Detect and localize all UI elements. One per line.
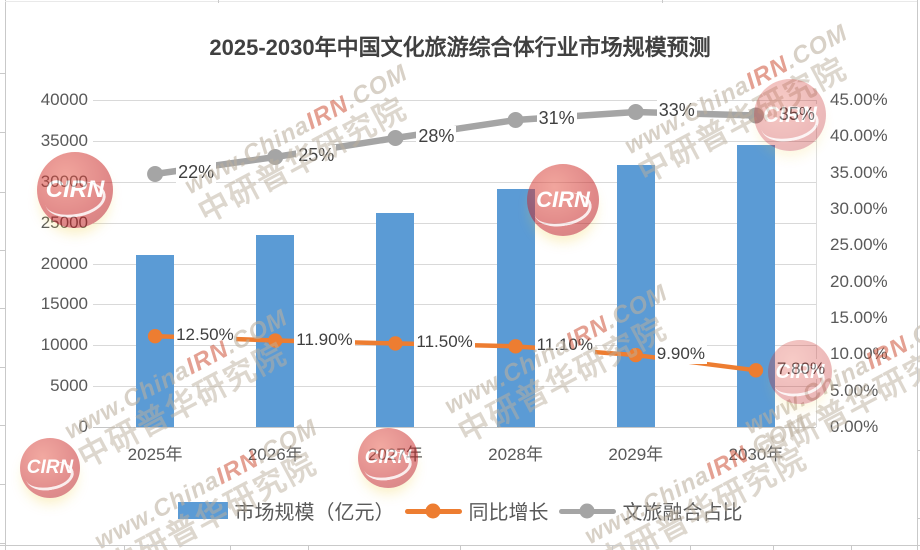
- data-label-integration-ratio: 22%: [176, 162, 217, 183]
- sheet-tick: [773, 545, 774, 550]
- sheet-border-top: [5, 1, 917, 2]
- legend-item-integration-ratio: 文旅融合占比: [558, 496, 743, 525]
- legend-dot-icon: [425, 503, 441, 518]
- sheet-tick: [460, 545, 461, 550]
- gridline: [93, 304, 816, 306]
- y-axis-tick-right: 5.00%: [830, 380, 879, 400]
- bar-2030年: [736, 144, 775, 427]
- sheet-tick: [0, 425, 5, 426]
- sheet-tick: [851, 545, 852, 550]
- data-label-integration-ratio: 28%: [416, 126, 457, 147]
- y-axis-tick-left: 35000: [40, 130, 88, 150]
- data-label-integration-ratio: 25%: [296, 145, 337, 166]
- y-axis-tick-right: 25.00%: [830, 235, 888, 255]
- sheet-tick: [0, 250, 5, 251]
- sheet-border-right: [917, 0, 918, 550]
- data-point: [267, 149, 284, 165]
- data-label-yoy-growth: 7.80%: [774, 359, 828, 380]
- sheet-tick: [0, 543, 5, 544]
- y-axis-tick-right: 10.00%: [830, 344, 888, 364]
- sheet-tick: [124, 545, 125, 550]
- sheet-tick: [612, 545, 613, 550]
- data-point: [747, 107, 764, 124]
- y-axis-tick-left: 40000: [40, 90, 88, 109]
- legend-label-market-size: 市场规模（亿元）: [234, 502, 395, 524]
- x-axis-tick: 2028年: [488, 445, 543, 464]
- data-label-integration-ratio: 35%: [776, 103, 817, 125]
- data-point: [628, 347, 643, 363]
- legend: 市场规模（亿元） 同比增长 文旅融合占比: [0, 496, 920, 525]
- sheet-tick: [917, 518, 920, 519]
- data-point: [387, 130, 404, 146]
- x-axis-tick: 2029年: [608, 445, 664, 464]
- y-axis-tick-left: 20000: [40, 253, 88, 273]
- y-axis-tick-right: 40.00%: [830, 126, 888, 146]
- y-axis-tick-right: 30.00%: [830, 199, 888, 218]
- data-label-integration-ratio: 31%: [536, 108, 577, 129]
- sheet-tick: [308, 545, 309, 550]
- legend-marker-integration-ratio: [558, 503, 616, 519]
- sheet-tick: [662, 0, 663, 3]
- y-axis-tick-right: 35.00%: [830, 162, 888, 182]
- sheet-tick: [0, 132, 5, 133]
- secondary-axis-line: [816, 100, 817, 427]
- legend-marker-yoy-growth: [404, 503, 462, 519]
- x-axis-tick: 2026年: [247, 445, 303, 464]
- data-point: [147, 166, 164, 182]
- data-label-yoy-growth: 12.50%: [174, 325, 236, 346]
- y-axis-tick-right: 20.00%: [830, 271, 888, 291]
- sheet-tick: [690, 545, 691, 550]
- legend-swatch-bar: [177, 502, 228, 519]
- data-label-yoy-growth: 11.50%: [414, 332, 475, 353]
- sheet-tick: [230, 545, 231, 550]
- data-label-integration-ratio: 33%: [656, 100, 697, 121]
- gridline: [93, 427, 816, 428]
- data-point: [748, 363, 764, 378]
- data-point: [508, 339, 523, 354]
- bar-2026年: [256, 234, 295, 427]
- y-axis-tick-right: 0.00%: [830, 417, 879, 436]
- gridline: [93, 181, 816, 183]
- sheet-tick: [218, 0, 219, 3]
- gridline: [93, 222, 816, 224]
- data-label-yoy-growth: 11.10%: [534, 335, 595, 356]
- legend-item-market-size: 市场规模（亿元）: [177, 496, 395, 525]
- data-label-yoy-growth: 9.90%: [654, 344, 707, 365]
- bar-2027年: [376, 212, 415, 427]
- legend-dot-icon: [579, 503, 595, 518]
- data-point: [627, 104, 644, 120]
- sheet-tick: [0, 367, 5, 368]
- sheet-tick: [0, 192, 5, 193]
- sheet-tick: [917, 450, 920, 451]
- x-axis-tick: 2025年: [127, 445, 183, 464]
- legend-label-integration-ratio: 文旅融合占比: [622, 502, 743, 524]
- data-point: [388, 336, 403, 351]
- gridline: [93, 263, 816, 265]
- bar-2029年: [616, 165, 655, 427]
- x-axis-tick: 2030年: [728, 445, 784, 464]
- data-point: [147, 328, 163, 344]
- chart-title: 2025-2030年中国文化旅游综合体行业市场规模预测: [209, 35, 711, 60]
- sheet-tick: [0, 308, 5, 309]
- sheet-border-left: [5, 0, 6, 550]
- legend-label-yoy-growth: 同比增长: [468, 502, 549, 524]
- y-axis-tick-left: 5000: [50, 376, 88, 396]
- data-point: [268, 333, 283, 348]
- y-axis-tick-right: 15.00%: [830, 308, 888, 327]
- data-label-yoy-growth: 11.90%: [294, 329, 355, 350]
- y-axis-tick-left: 10000: [40, 335, 88, 355]
- gridline: [93, 100, 816, 101]
- gridline: [93, 386, 816, 388]
- legend-item-yoy-growth: 同比增长: [404, 496, 549, 525]
- data-point: [507, 112, 524, 128]
- sheet-tick: [0, 484, 5, 485]
- sheet-tick: [0, 73, 5, 74]
- y-axis-tick-right: 45.00%: [830, 90, 888, 109]
- y-axis-tick-left: 15000: [40, 294, 88, 314]
- y-axis-tick-left: 0: [78, 417, 88, 436]
